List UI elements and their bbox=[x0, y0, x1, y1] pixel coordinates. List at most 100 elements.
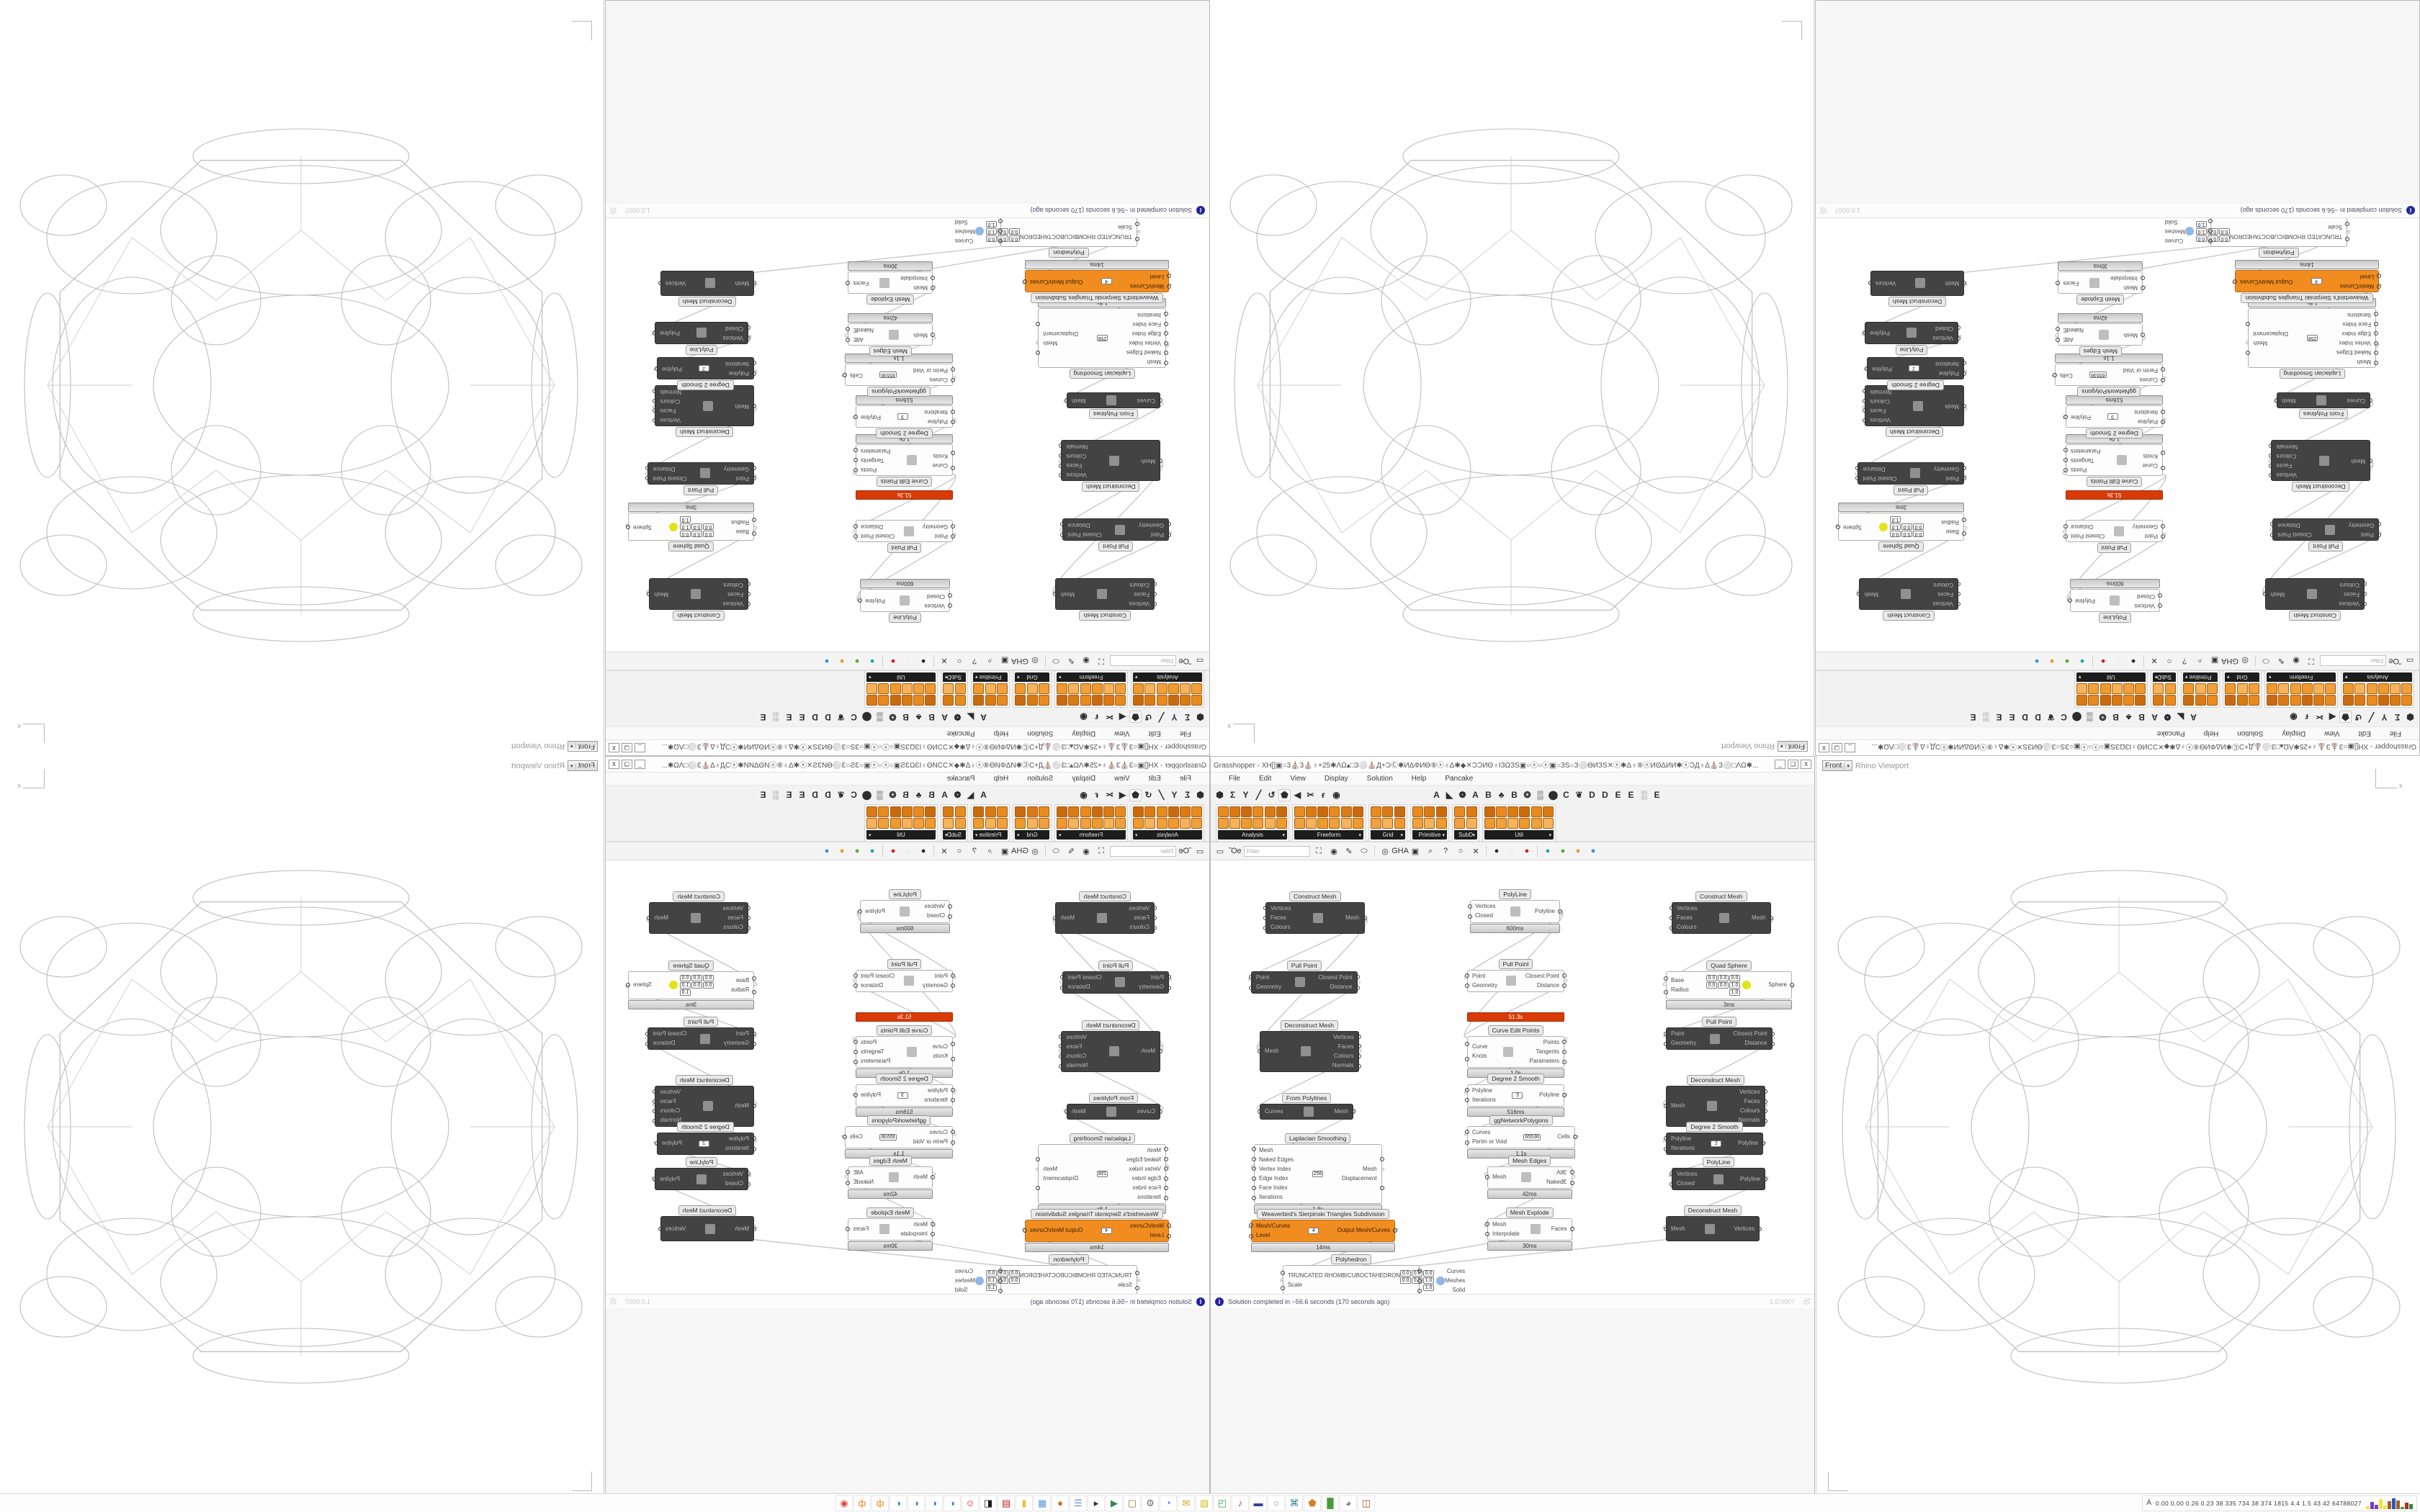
menu-item-solution[interactable]: Solution bbox=[2237, 729, 2264, 737]
component[interactable]: Pull Point Point Geometry Closest Point Dist… bbox=[645, 1014, 756, 1050]
palette-icon[interactable] bbox=[1340, 806, 1352, 817]
input-ports[interactable] bbox=[1962, 463, 1966, 484]
port[interactable] bbox=[655, 1141, 659, 1146]
plugin-e1-icon[interactable]: E bbox=[799, 712, 805, 722]
port[interactable] bbox=[1164, 331, 1168, 336]
bake-icon[interactable]: ✎ bbox=[1067, 847, 1075, 856]
palette-icon[interactable] bbox=[943, 818, 954, 829]
port[interactable] bbox=[853, 984, 858, 989]
tab-freeform[interactable]: Freeform bbox=[1057, 672, 1126, 682]
lightbulb-icon[interactable]: ○ bbox=[2166, 657, 2172, 665]
component-name[interactable]: From Polylines bbox=[1088, 409, 1139, 420]
palette-icon[interactable] bbox=[878, 683, 889, 694]
number-field[interactable]: 4 bbox=[1101, 1227, 1112, 1234]
component-name[interactable]: Construct Mesh bbox=[1695, 891, 1747, 901]
palette-icon[interactable] bbox=[1168, 683, 1179, 694]
port[interactable] bbox=[2263, 592, 2268, 597]
palette-icon[interactable] bbox=[2135, 683, 2146, 694]
preview-green-icon[interactable]: ● bbox=[854, 657, 860, 665]
port[interactable] bbox=[1956, 325, 1960, 330]
component[interactable]: Laplacian Smoothing Mesh Naked Edges Vertex… bbox=[1036, 298, 1168, 381]
numeric-fields[interactable]: 0.0 0.0 0.0 0.0 0.0 1.0 1.0 bbox=[1706, 974, 1741, 996]
plugin-bug-icon[interactable]: ❂ bbox=[1523, 790, 1531, 800]
palette-icon[interactable] bbox=[1068, 695, 1080, 706]
palette-icon[interactable] bbox=[1218, 806, 1229, 817]
input-ports[interactable] bbox=[1956, 579, 1960, 609]
palette-icon[interactable] bbox=[1229, 806, 1241, 817]
number-field[interactable]: 0.0 bbox=[985, 1270, 997, 1277]
display-icon[interactable]: ◉ bbox=[2290, 712, 2298, 722]
component-body[interactable]: Point Geometry Closest Point Distance bbox=[853, 520, 955, 543]
input-ports[interactable] bbox=[1258, 1032, 1262, 1071]
menu-item-display[interactable]: Display bbox=[1072, 775, 1096, 783]
gha-assembly-icon[interactable]: GHA bbox=[1011, 657, 1028, 665]
palette-icon[interactable] bbox=[2111, 683, 2123, 694]
component[interactable]: Weaverbird's Sierpinski Triangles Subdiv… bbox=[1023, 1207, 1171, 1252]
palette-icon[interactable] bbox=[2249, 695, 2259, 706]
palette-icon[interactable] bbox=[2076, 695, 2088, 706]
component-name[interactable]: ggNetworkPolygons bbox=[867, 1115, 931, 1125]
palette-icon[interactable] bbox=[889, 818, 901, 829]
palette-icon[interactable] bbox=[943, 806, 954, 817]
component[interactable]: Construct Mesh Vertices Faces Colours Mesh bbox=[1263, 889, 1367, 934]
wire-display-icon[interactable]: ✕ bbox=[2151, 656, 2158, 665]
palette-icon[interactable] bbox=[973, 806, 985, 817]
palette-icon[interactable] bbox=[1496, 818, 1507, 829]
palette-icon[interactable] bbox=[1144, 818, 1156, 829]
minimize-button[interactable]: _ bbox=[1845, 743, 1855, 752]
component-body[interactable]: Curves Mesh bbox=[2275, 392, 2372, 409]
palette-icon[interactable] bbox=[997, 683, 1008, 694]
output-ports[interactable] bbox=[1023, 1220, 1027, 1241]
port[interactable] bbox=[951, 1057, 955, 1062]
component[interactable]: Pull Point Point Geometry Closest Point Dist… bbox=[1060, 518, 1171, 554]
component-body[interactable]: Polyline Iterations 2 Polyline bbox=[655, 1132, 756, 1155]
input-ports[interactable] bbox=[948, 590, 952, 611]
sets-icon[interactable]: Υ bbox=[2381, 712, 2388, 722]
output-ports[interactable] bbox=[645, 1028, 650, 1049]
tab-grid[interactable]: Grid bbox=[1015, 672, 1049, 682]
component-body[interactable]: Mesh Vertices Faces Colours Normals bbox=[1258, 1030, 1361, 1072]
input-ports[interactable] bbox=[951, 406, 955, 427]
port[interactable] bbox=[1356, 1044, 1361, 1049]
tab-analysis[interactable]: Analysis bbox=[2343, 672, 2412, 682]
params-icon[interactable]: ⬢ bbox=[1196, 790, 1204, 800]
palette-icon[interactable] bbox=[866, 818, 878, 829]
palette-icon[interactable] bbox=[2195, 683, 2206, 694]
port[interactable] bbox=[2368, 458, 2372, 463]
port[interactable] bbox=[2161, 367, 2165, 372]
port[interactable] bbox=[951, 1140, 955, 1145]
palette-icon[interactable] bbox=[1168, 806, 1179, 817]
port[interactable] bbox=[746, 915, 750, 920]
plugin-a1-icon[interactable]: A bbox=[980, 712, 987, 722]
palette-icon[interactable] bbox=[1156, 818, 1168, 829]
palette-icon[interactable] bbox=[955, 683, 966, 694]
component-name[interactable]: Quad Sphere bbox=[668, 960, 714, 971]
input-ports[interactable] bbox=[1158, 1032, 1162, 1071]
port[interactable] bbox=[931, 1175, 935, 1180]
output-ports[interactable] bbox=[858, 901, 862, 922]
component-name[interactable]: Mesh Explode bbox=[866, 294, 915, 305]
port[interactable] bbox=[1664, 1226, 1668, 1231]
component-body[interactable]: Polyline Iterations 3 Polyline bbox=[853, 1084, 955, 1107]
component-name[interactable]: Degree 2 Smooth bbox=[1887, 380, 1944, 391]
zoom-extents-icon[interactable]: ⛶ bbox=[1098, 657, 1104, 666]
input-ports[interactable] bbox=[1152, 579, 1157, 609]
music-icon[interactable]: ♪ bbox=[1232, 1495, 1249, 1511]
palette-icon[interactable] bbox=[1229, 818, 1241, 829]
menu-bar[interactable]: File Edit View Display Solution Help Pancake bbox=[1211, 773, 1814, 786]
clock-icon[interactable]: ◕ bbox=[1340, 1495, 1357, 1511]
port[interactable] bbox=[746, 905, 750, 910]
palette-icon[interactable] bbox=[1241, 818, 1252, 829]
palette-icon[interactable] bbox=[2343, 683, 2354, 694]
palette-icon[interactable] bbox=[2278, 695, 2290, 706]
menu-item-file[interactable]: File bbox=[1179, 775, 1191, 783]
tab-primitive[interactable]: Primitive bbox=[973, 830, 1008, 840]
canvas-toolbar[interactable]: ▭ Ὃe Filter ⛶ ◉ ✎ ⬭ ◎ GHA ▣ ⌕? ○ ✕ ● ○ ● ● ● ● ● bbox=[606, 842, 1209, 860]
number-field[interactable]: 0.0 bbox=[1706, 981, 1718, 989]
palette-icon[interactable] bbox=[1241, 806, 1252, 817]
component-name[interactable]: Deconstruct Mesh bbox=[676, 427, 734, 438]
palette-icon[interactable] bbox=[1091, 683, 1103, 694]
port[interactable] bbox=[647, 915, 652, 920]
palette-icon[interactable] bbox=[2389, 695, 2401, 706]
port[interactable] bbox=[1053, 915, 1058, 920]
